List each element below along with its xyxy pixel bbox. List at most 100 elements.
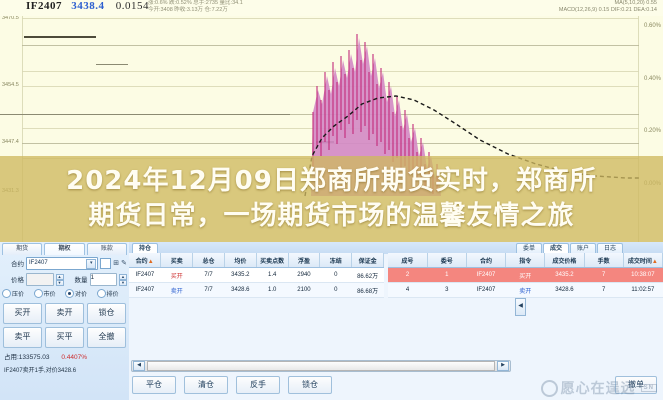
radio-dot <box>65 289 74 298</box>
gridline <box>22 45 639 46</box>
col-trade-no[interactable]: 成号 <box>388 253 428 268</box>
radio-press-price[interactable]: 压价 <box>2 289 33 298</box>
cell-pnl: 2940 <box>288 267 320 283</box>
col-total[interactable]: 总仓 <box>192 253 225 268</box>
col-fill-price[interactable]: 成交价格 <box>544 253 585 268</box>
sell-open-button[interactable]: 卖开 <box>45 303 84 324</box>
price-qty-row: 价格 ▲ ▼ 数量 1 ▲ ▼ <box>0 271 129 287</box>
col-contract[interactable]: 合约▲ <box>129 253 162 268</box>
col-fill-time[interactable]: 成交时间▲ <box>623 253 663 268</box>
y-axis-label-left: 3447.4 <box>2 139 19 145</box>
quote-meta-line1: 涨:0.6% 跌:0.52% 总手:2735 量比:34.1 <box>148 0 243 6</box>
cancel-order-button[interactable]: 撤单 <box>615 376 657 394</box>
col-side[interactable]: 买卖 <box>160 253 194 268</box>
col-frozen[interactable]: 冻结 <box>319 253 353 268</box>
scrollbar-thumb[interactable] <box>147 361 495 371</box>
cell-fill-time: 11:02:57 <box>623 282 663 298</box>
radio-counter-price[interactable]: 对价 <box>65 289 96 298</box>
reverse-position-button[interactable]: 反手 <box>236 376 280 394</box>
col-pnl[interactable]: 浮盈 <box>288 253 321 268</box>
price-stepper[interactable]: ▲ ▼ <box>55 273 64 286</box>
order-panel-tabs: 期货 期权 账款 <box>0 242 129 255</box>
scroll-right-icon[interactable]: ▶ <box>497 361 509 371</box>
weibo-logo-icon <box>540 379 558 397</box>
tab-log[interactable]: 日志 <box>597 243 624 254</box>
cell-pnl: 2100 <box>288 282 320 298</box>
quote-change: 0.0154 <box>115 0 149 12</box>
gridline <box>22 71 639 72</box>
col-order-no[interactable]: 委号 <box>427 253 467 268</box>
position-footer-buttons: 平仓 清仓 反手 锁仓 <box>132 376 332 394</box>
tab-trades[interactable]: 成交 <box>543 243 570 254</box>
contract-select[interactable]: IF2407 ▾ <box>26 256 99 270</box>
collapse-panel-icon[interactable]: ◀ <box>515 298 526 316</box>
segment-line <box>24 36 96 38</box>
clear-position-button[interactable]: 清仓 <box>184 376 228 394</box>
cell-contract: IF2407 <box>466 282 506 298</box>
candle-wicks <box>312 34 438 194</box>
title-overlay-band <box>0 156 663 242</box>
close-position-button[interactable]: 平仓 <box>132 376 176 394</box>
table-row[interactable]: 4 3 IF2407 卖开 3428.6 7 11:02:57 <box>388 282 663 298</box>
indicator-meta: MA(5,10,20) 0.55 MACD(12,26,9) 0.15 DIF:… <box>559 0 657 14</box>
y-axis-label-right: 0.20% <box>643 128 661 134</box>
tab-orders[interactable]: 委单 <box>516 243 543 254</box>
contract-value: IF2407 <box>29 259 48 266</box>
col-points[interactable]: 买卖点数 <box>256 253 289 268</box>
radio-market-price[interactable]: 市价 <box>33 289 65 298</box>
horizontal-scrollbar[interactable]: ◀ ▶ <box>131 360 511 372</box>
tab-positions[interactable]: 持仓 <box>132 243 159 254</box>
trade-tabs: 委单 成交 账户 日志 <box>513 242 663 254</box>
buy-open-button[interactable]: 买开 <box>3 303 42 324</box>
radio-queue-price[interactable]: 排价 <box>96 289 128 298</box>
wrench-icon[interactable]: ✎ <box>121 260 127 267</box>
radio-label: 对价 <box>75 292 88 298</box>
trade-grid: 成号 委号 合约 指令 成交价格 手数 成交时间▲ 2 1 <box>388 253 663 298</box>
tab-account[interactable]: 账户 <box>570 243 597 254</box>
margin-usage-row: 占用:133575.03 0.4407% <box>0 348 129 361</box>
cell-contract: IF2407 <box>466 267 506 283</box>
col-avgprice[interactable]: 均价 <box>224 253 257 268</box>
table-row[interactable]: IF2407 卖开 7/7 3428.6 1.0 2100 0 86.68万 <box>129 282 384 298</box>
col-margin[interactable]: 保证金 <box>351 253 384 268</box>
col-contract[interactable]: 合约 <box>466 253 507 268</box>
lock-position-footer-button[interactable]: 锁仓 <box>288 376 332 394</box>
cell-total: 7/7 <box>192 282 225 298</box>
col-command[interactable]: 指令 <box>505 253 546 268</box>
sell-close-button[interactable]: 卖平 <box>3 327 42 348</box>
order-tab-account[interactable]: 账款 <box>86 243 127 255</box>
price-input[interactable] <box>26 272 54 286</box>
page-title-line1: 2024年12月09日郑商所期货实时，郑商所 <box>66 166 597 196</box>
table-row[interactable]: 2 1 IF2407 买开 3435.2 7 10:38:07 <box>388 267 663 283</box>
buy-close-button[interactable]: 买平 <box>45 327 84 348</box>
table-row[interactable]: IF2407 买开 7/7 3435.2 1.4 2940 0 86.62万 <box>129 267 384 283</box>
position-tabs: 持仓 <box>129 242 513 254</box>
col-lots[interactable]: 手数 <box>584 253 624 268</box>
qty-stepper[interactable]: ▲ ▼ <box>119 273 127 286</box>
radio-label: 市价 <box>43 292 56 298</box>
page-title: 2024年12月09日郑商所期货实时，郑商所 期货日常，一场期货市场的温馨友情之… <box>0 158 663 240</box>
order-tab-futures[interactable]: 期货 <box>2 243 43 255</box>
order-tab-options[interactable]: 期权 <box>44 243 85 255</box>
chevron-down-icon[interactable]: ▾ <box>86 258 97 269</box>
tables-layer: 合约▲ 买卖 总仓 均价 买卖点数 浮盈 冻结 保证金 IF2407 <box>129 242 663 370</box>
segment-line <box>0 114 290 115</box>
contract-label: 合约 <box>11 261 24 268</box>
chart-topbar <box>0 0 663 16</box>
page-title-line2: 期货日常，一场期货市场的温馨友情之旅 <box>88 201 575 231</box>
scroll-left-icon[interactable]: ◀ <box>133 361 145 371</box>
cell-trade-no: 2 <box>388 267 428 283</box>
margin-usage-label: 占用:133575.03 <box>4 354 50 361</box>
price-label: 价格 <box>11 277 24 284</box>
cell-contract: IF2407 <box>129 267 161 283</box>
cell-frozen: 0 <box>319 267 352 283</box>
lock-position-button[interactable]: 锁仓 <box>87 303 126 324</box>
y-axis-label-right: 0.40% <box>643 76 661 82</box>
cancel-all-button[interactable]: 全撤 <box>87 327 126 348</box>
qty-input[interactable]: 1 <box>89 272 117 286</box>
cell-side: 买开 <box>160 267 193 283</box>
trading-app: 期货 期权 账款 合约 IF2407 ▾ ⊞ ✎ 价格 ▲ ▼ 数量 1 <box>0 242 663 400</box>
lock-icon[interactable]: ⊞ <box>113 260 120 267</box>
auto-checkbox[interactable] <box>100 257 112 269</box>
